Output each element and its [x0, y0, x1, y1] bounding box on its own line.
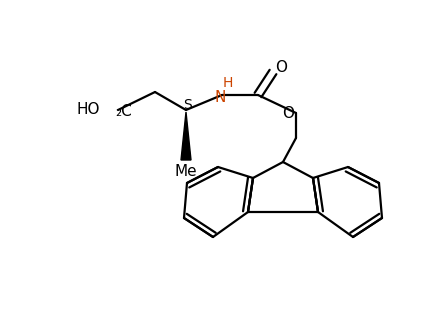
Text: HO: HO — [76, 102, 100, 117]
Text: Me: Me — [175, 164, 198, 180]
Polygon shape — [181, 112, 191, 160]
Text: O: O — [282, 106, 294, 121]
Text: H: H — [223, 76, 233, 90]
Text: O: O — [275, 60, 287, 76]
Text: N: N — [214, 89, 225, 105]
Text: S: S — [184, 98, 192, 112]
Text: ₂C: ₂C — [115, 104, 132, 118]
